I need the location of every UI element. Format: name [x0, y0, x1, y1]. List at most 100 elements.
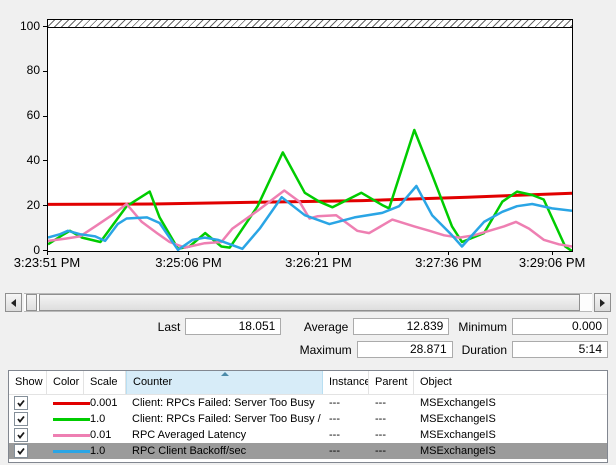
counter-color-swatch: [53, 449, 90, 453]
show-checkbox[interactable]: [14, 428, 28, 442]
counter-table-header: Show Color Scale Counter Instance Parent…: [9, 371, 607, 395]
y-axis-label: 100: [19, 18, 40, 33]
counter-name: RPC Client Backoff/sec: [132, 445, 247, 457]
average-value: 12.839: [353, 318, 450, 335]
counter-row[interactable]: 1.0 RPC Client Backoff/sec --- --- MSExchang…: [9, 443, 607, 459]
stats-row-1: Last 18.051 Average 12.839 Minimum 0.000: [0, 318, 608, 335]
check-icon: [17, 431, 25, 439]
hatch-bar: [48, 20, 572, 28]
counter-table: Show Color Scale Counter Instance Parent…: [8, 370, 608, 463]
instance-value: ---: [329, 445, 340, 457]
x-axis: 3:23:51 PM 3:25:06 PM 3:26:21 PM 3:27:36 PM…: [14, 251, 585, 273]
y-axis-tick: [43, 115, 47, 117]
y-axis-label: 60: [26, 108, 40, 123]
sort-ascending-icon: [220, 372, 229, 376]
counter-row[interactable]: 1.0 Client: RPCs Failed: Server Too Busy …: [9, 411, 607, 427]
y-axis-tick: [43, 205, 47, 207]
color-cell: [47, 449, 90, 453]
chart-panel: 0 20 40 60 80 100 3:23:51 PM 3:25:06 PM 3:26:21…: [0, 0, 586, 273]
series-line: [48, 191, 572, 206]
color-cell: [47, 401, 90, 405]
header-counter[interactable]: Counter: [126, 371, 323, 394]
y-axis-tick: [43, 160, 47, 162]
show-cell: [9, 412, 47, 426]
scrollbar-track[interactable]: [24, 293, 592, 312]
instance-value: ---: [329, 429, 340, 441]
scrollbar-right-arrow[interactable]: [594, 293, 611, 312]
header-scale[interactable]: Scale: [84, 371, 126, 394]
scrollbar-thumb-start[interactable]: [26, 294, 37, 311]
plot-area: [47, 19, 573, 252]
counter-name: RPC Averaged Latency: [132, 429, 247, 441]
series-line: [48, 128, 572, 251]
color-cell: [47, 433, 90, 437]
y-axis-label: 0: [33, 242, 40, 257]
x-axis-tick: [188, 251, 190, 255]
color-cell: [47, 417, 90, 421]
maximum-label: Maximum: [299, 342, 352, 357]
parent-value: ---: [375, 429, 386, 441]
y-axis: 0 20 40 60 80 100: [0, 0, 47, 273]
y-axis-tick: [43, 70, 47, 72]
average-label: Average: [303, 319, 349, 334]
left-arrow-icon: [11, 298, 16, 307]
counter-table-rows: 0.001 Client: RPCs Failed: Server Too Bus…: [9, 395, 607, 459]
header-object[interactable]: Object: [420, 376, 452, 388]
show-checkbox[interactable]: [14, 412, 28, 426]
header-parent[interactable]: Parent: [369, 371, 414, 394]
x-axis-label: 3:27:36 PM: [415, 255, 482, 270]
counter-color-swatch: [53, 417, 90, 421]
last-label: Last: [157, 319, 181, 334]
header-counter-label: Counter: [133, 376, 173, 388]
object-value: MSExchangeIS: [420, 413, 496, 425]
object-value: MSExchangeIS: [420, 445, 496, 457]
object-value: MSExchangeIS: [420, 397, 496, 409]
show-checkbox[interactable]: [14, 444, 28, 458]
duration-value: 5:14: [512, 341, 608, 358]
scrollbar-thumb[interactable]: [39, 294, 580, 311]
counter-row[interactable]: 0.01 RPC Averaged Latency --- --- MSExchange…: [9, 427, 607, 443]
counter-name: Client: RPCs Failed: Server Too Busy / s…: [132, 413, 323, 425]
stats-panel: Last 18.051 Average 12.839 Minimum 0.000…: [0, 318, 608, 364]
x-axis-label: 3:23:51 PM: [13, 255, 81, 270]
check-icon: [17, 399, 25, 407]
scale-value: 1.0: [90, 413, 106, 425]
duration-label: Duration: [461, 342, 507, 357]
counter-row[interactable]: 0.001 Client: RPCs Failed: Server Too Bus…: [9, 395, 607, 411]
counter-color-swatch: [53, 433, 90, 437]
show-cell: [9, 396, 47, 410]
check-icon: [17, 447, 25, 455]
y-axis-label: 80: [26, 63, 40, 78]
object-value: MSExchangeIS: [420, 429, 496, 441]
counter-color-swatch: [53, 401, 90, 405]
show-checkbox[interactable]: [14, 396, 28, 410]
scrollbar-left-arrow[interactable]: [5, 293, 22, 312]
x-axis-label: 3:25:06 PM: [155, 255, 222, 270]
header-show[interactable]: Show: [9, 371, 47, 394]
scale-value: 0.001: [90, 397, 118, 409]
minimum-label: Minimum: [458, 319, 507, 334]
parent-value: ---: [375, 413, 386, 425]
x-axis-tick: [318, 251, 320, 255]
parent-value: ---: [375, 445, 386, 457]
time-range-scrollbar[interactable]: [5, 293, 611, 312]
maximum-value: 28.871: [356, 341, 453, 358]
last-value: 18.051: [185, 318, 282, 335]
header-color[interactable]: Color: [47, 371, 84, 394]
show-cell: [9, 428, 47, 442]
y-axis-label: 40: [26, 152, 40, 167]
instance-value: ---: [329, 413, 340, 425]
series-line: [48, 184, 572, 251]
right-arrow-icon: [600, 298, 605, 307]
header-instance[interactable]: Instance: [323, 371, 369, 394]
scale-value: 0.01: [90, 429, 112, 441]
instance-value: ---: [329, 397, 340, 409]
check-icon: [17, 415, 25, 423]
x-axis-label: 3:29:06 PM: [518, 255, 586, 270]
x-axis-tick: [47, 251, 48, 255]
counter-name: Client: RPCs Failed: Server Too Busy: [132, 397, 315, 409]
scale-value: 1.0: [90, 445, 106, 457]
y-axis-tick: [43, 250, 47, 251]
parent-value: ---: [375, 397, 386, 409]
